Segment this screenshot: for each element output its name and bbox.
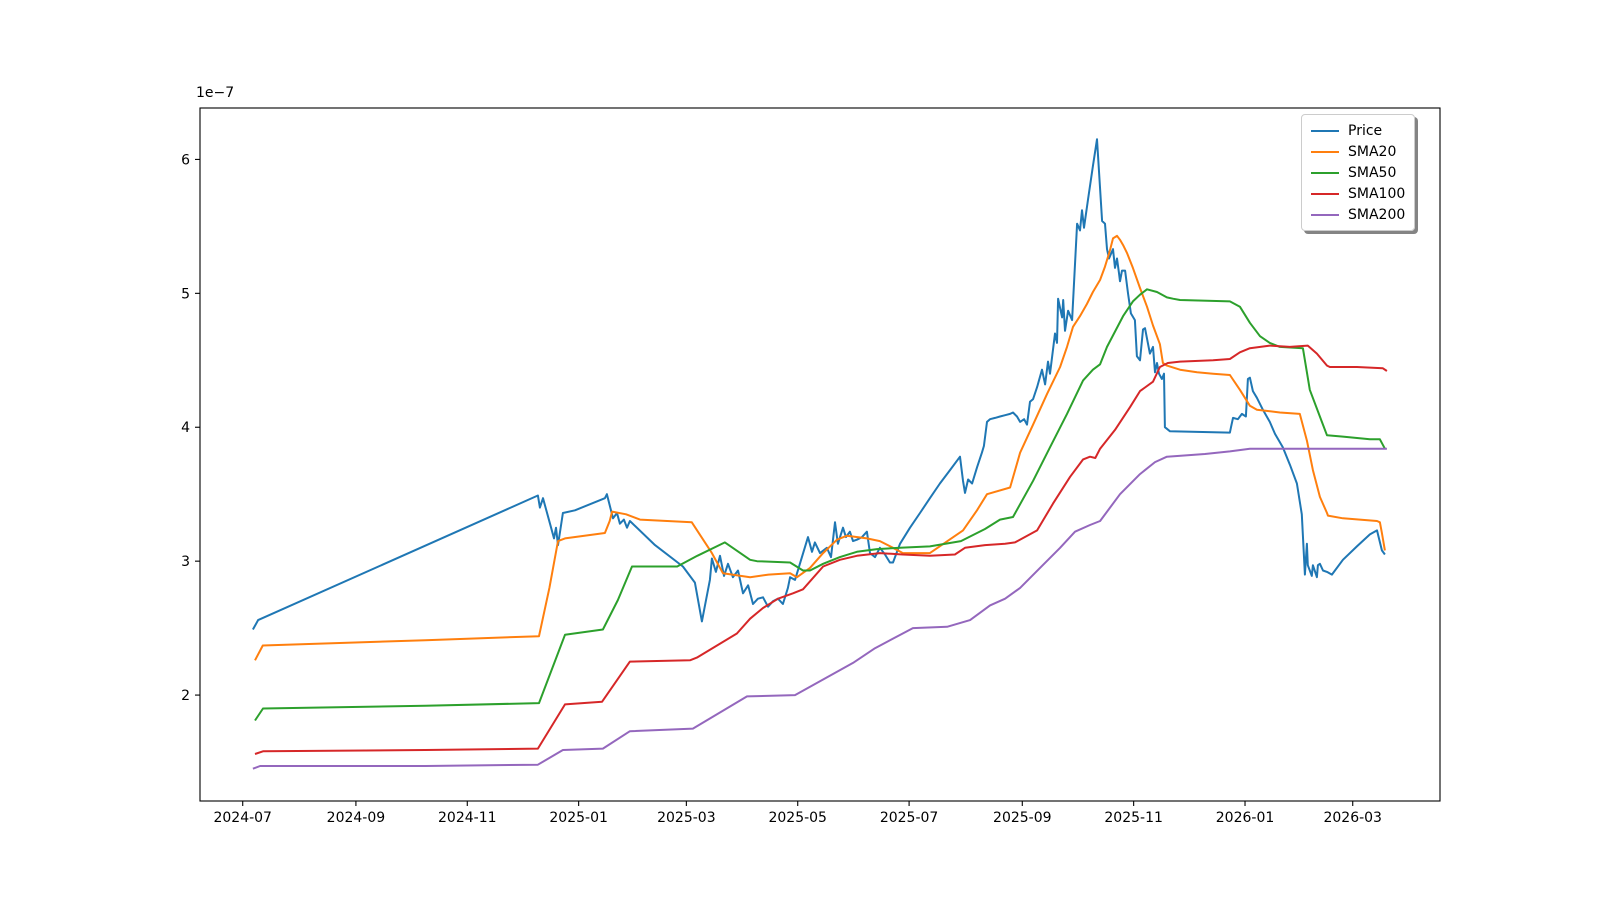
y-tick-label: 2: [181, 688, 190, 704]
x-tick-label: 2026-01: [1216, 810, 1275, 826]
axes-spines: [199, 107, 1441, 802]
series-line-price: [252, 138, 1386, 630]
legend-label: SMA200: [1348, 206, 1406, 223]
legend-line-sample: [1311, 129, 1339, 132]
legend-entry-sma100: SMA100: [1311, 184, 1405, 203]
legend-label: SMA20: [1348, 143, 1397, 160]
x-tick-label: 2026-03: [1323, 810, 1382, 826]
y-tick-label: 4: [181, 420, 190, 436]
legend-label: Price: [1348, 122, 1383, 139]
legend-line-sample: [1311, 192, 1339, 195]
plot-area: [200, 108, 1440, 801]
x-tick-label: 2024-07: [213, 810, 272, 826]
x-tick-label: 2025-11: [1104, 810, 1163, 826]
legend-line-sample: [1311, 150, 1339, 153]
x-tick-label: 2025-03: [657, 810, 716, 826]
legend-line-sample: [1311, 171, 1339, 174]
x-tick-label: 2024-11: [438, 810, 497, 826]
y-tick-label: 3: [181, 554, 190, 570]
x-tick-label: 2025-01: [549, 810, 608, 826]
x-tick-label: 2025-07: [880, 810, 939, 826]
legend-entry-price: Price: [1311, 121, 1405, 140]
series-line-sma100: [254, 344, 1388, 755]
legend-box: Price SMA20 SMA50 SMA100 SMA200: [1301, 114, 1416, 231]
legend-line-sample: [1311, 213, 1339, 216]
legend-entry-sma200: SMA200: [1311, 205, 1405, 224]
y-axis-offset-label: 1e−7: [196, 85, 235, 101]
legend-label: SMA100: [1348, 185, 1406, 202]
legend-entry-sma50: SMA50: [1311, 163, 1405, 182]
x-tick-label: 2025-05: [768, 810, 827, 826]
series-line-sma50: [254, 288, 1386, 722]
x-tick-label: 2024-09: [327, 810, 386, 826]
x-tick-label: 2025-09: [993, 810, 1052, 826]
series-line-sma200: [252, 447, 1387, 770]
legend-label: SMA50: [1348, 164, 1397, 181]
legend-entry-sma20: SMA20: [1311, 142, 1405, 161]
y-tick-label: 6: [181, 152, 190, 168]
y-tick-label: 5: [181, 286, 190, 302]
series-line-sma20: [254, 234, 1386, 661]
